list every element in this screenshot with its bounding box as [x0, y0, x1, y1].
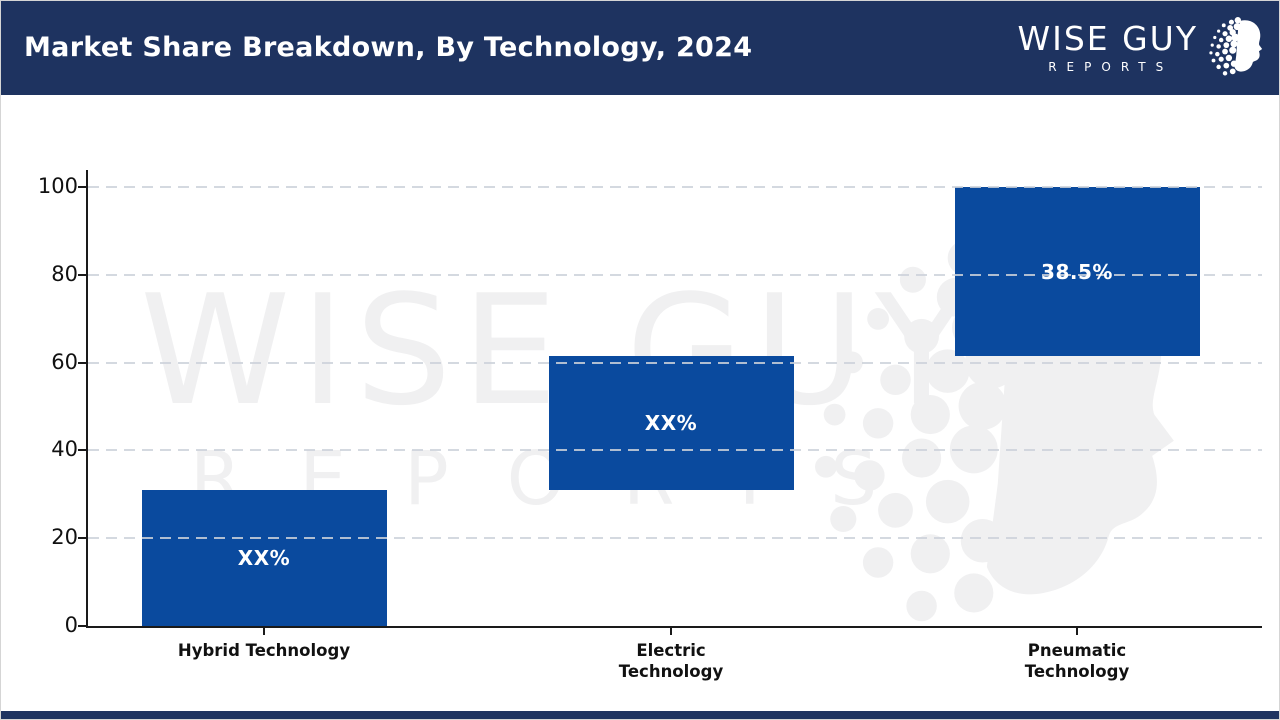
gridline: [88, 186, 1262, 188]
y-axis-tick: [78, 186, 86, 188]
x-axis-tick: [263, 628, 265, 635]
y-axis-tick: [78, 537, 86, 540]
y-axis-tick-label: 40: [51, 437, 78, 462]
logo-text: WISE GUY REPORTS: [1017, 22, 1198, 74]
x-axis-category-label: Pneumatic Technology: [927, 640, 1227, 682]
footer-band: [0, 711, 1280, 720]
header-band: Market Share Breakdown, By Technology, 2…: [0, 0, 1280, 95]
y-axis-tick: [78, 449, 86, 452]
x-axis-category-label-line: Electric: [636, 641, 706, 660]
y-axis-tick-label: 60: [51, 349, 78, 374]
x-axis-category-label: Electric Technology: [521, 640, 821, 682]
x-axis-category-label-line: Hybrid Technology: [177, 641, 351, 660]
y-axis-tick: [78, 273, 86, 276]
bar: [548, 356, 794, 490]
dotted-head-logo-icon: [1202, 16, 1266, 79]
x-axis-category-label: Hybrid Technology: [114, 640, 414, 661]
y-axis-tick: [78, 361, 86, 364]
wise-guy-reports-logo: WISE GUY REPORTS: [1017, 16, 1266, 79]
x-axis-category-label-line: Pneumatic: [1027, 641, 1127, 660]
x-axis-category-label-line: Technology: [618, 662, 724, 682]
y-axis-tick: [78, 625, 86, 627]
y-axis-tick-label: 0: [64, 613, 78, 637]
x-axis-line: [86, 626, 1262, 628]
bar: [141, 489, 387, 626]
logo-wordmark: WISE GUY: [1017, 18, 1198, 58]
y-axis-tick-label: 100: [37, 174, 78, 198]
gridline: [88, 273, 1262, 276]
gridline: [88, 361, 1262, 364]
y-axis-tick-label: 80: [51, 261, 78, 286]
y-axis-tick-label: 20: [51, 525, 78, 550]
x-axis-category-label-line: Technology: [1024, 662, 1130, 682]
x-axis-tick: [1076, 628, 1078, 635]
logo-subtitle: REPORTS: [1048, 59, 1174, 74]
gridline: [88, 449, 1262, 452]
bar: [954, 187, 1200, 356]
page-title: Market Share Breakdown, By Technology, 2…: [24, 32, 753, 63]
y-axis-line: [86, 170, 88, 628]
gridline: [88, 537, 1262, 540]
x-axis-tick: [670, 628, 672, 635]
